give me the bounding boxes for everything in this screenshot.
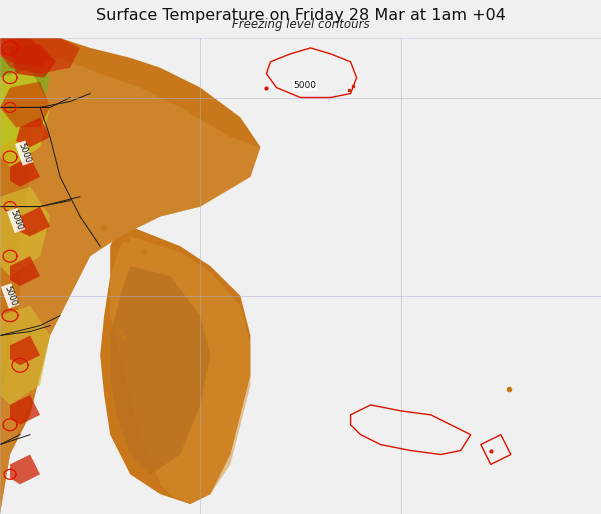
Polygon shape xyxy=(0,38,260,514)
Polygon shape xyxy=(141,251,147,254)
Polygon shape xyxy=(10,157,40,187)
Polygon shape xyxy=(0,48,50,147)
Polygon shape xyxy=(0,306,50,405)
Text: 5000: 5000 xyxy=(8,209,24,232)
Polygon shape xyxy=(123,238,129,242)
Polygon shape xyxy=(0,48,260,514)
Text: 5000: 5000 xyxy=(293,81,316,90)
Polygon shape xyxy=(101,227,107,230)
Text: 5000: 5000 xyxy=(16,142,32,164)
Polygon shape xyxy=(10,256,40,286)
Polygon shape xyxy=(10,44,56,78)
Polygon shape xyxy=(10,395,40,425)
Text: Freezing level contours: Freezing level contours xyxy=(232,18,369,31)
Polygon shape xyxy=(0,38,80,74)
Polygon shape xyxy=(16,207,50,236)
Text: 5000: 5000 xyxy=(2,284,18,307)
Text: Surface Temperature on Friday 28 Mar at 1am +04: Surface Temperature on Friday 28 Mar at … xyxy=(96,8,505,23)
Polygon shape xyxy=(0,68,50,167)
Polygon shape xyxy=(100,226,251,504)
Polygon shape xyxy=(10,454,40,484)
Polygon shape xyxy=(0,82,50,127)
Polygon shape xyxy=(10,336,40,365)
Polygon shape xyxy=(0,187,50,276)
Polygon shape xyxy=(110,236,251,504)
Polygon shape xyxy=(0,38,50,68)
Polygon shape xyxy=(110,266,210,474)
Polygon shape xyxy=(16,117,50,147)
